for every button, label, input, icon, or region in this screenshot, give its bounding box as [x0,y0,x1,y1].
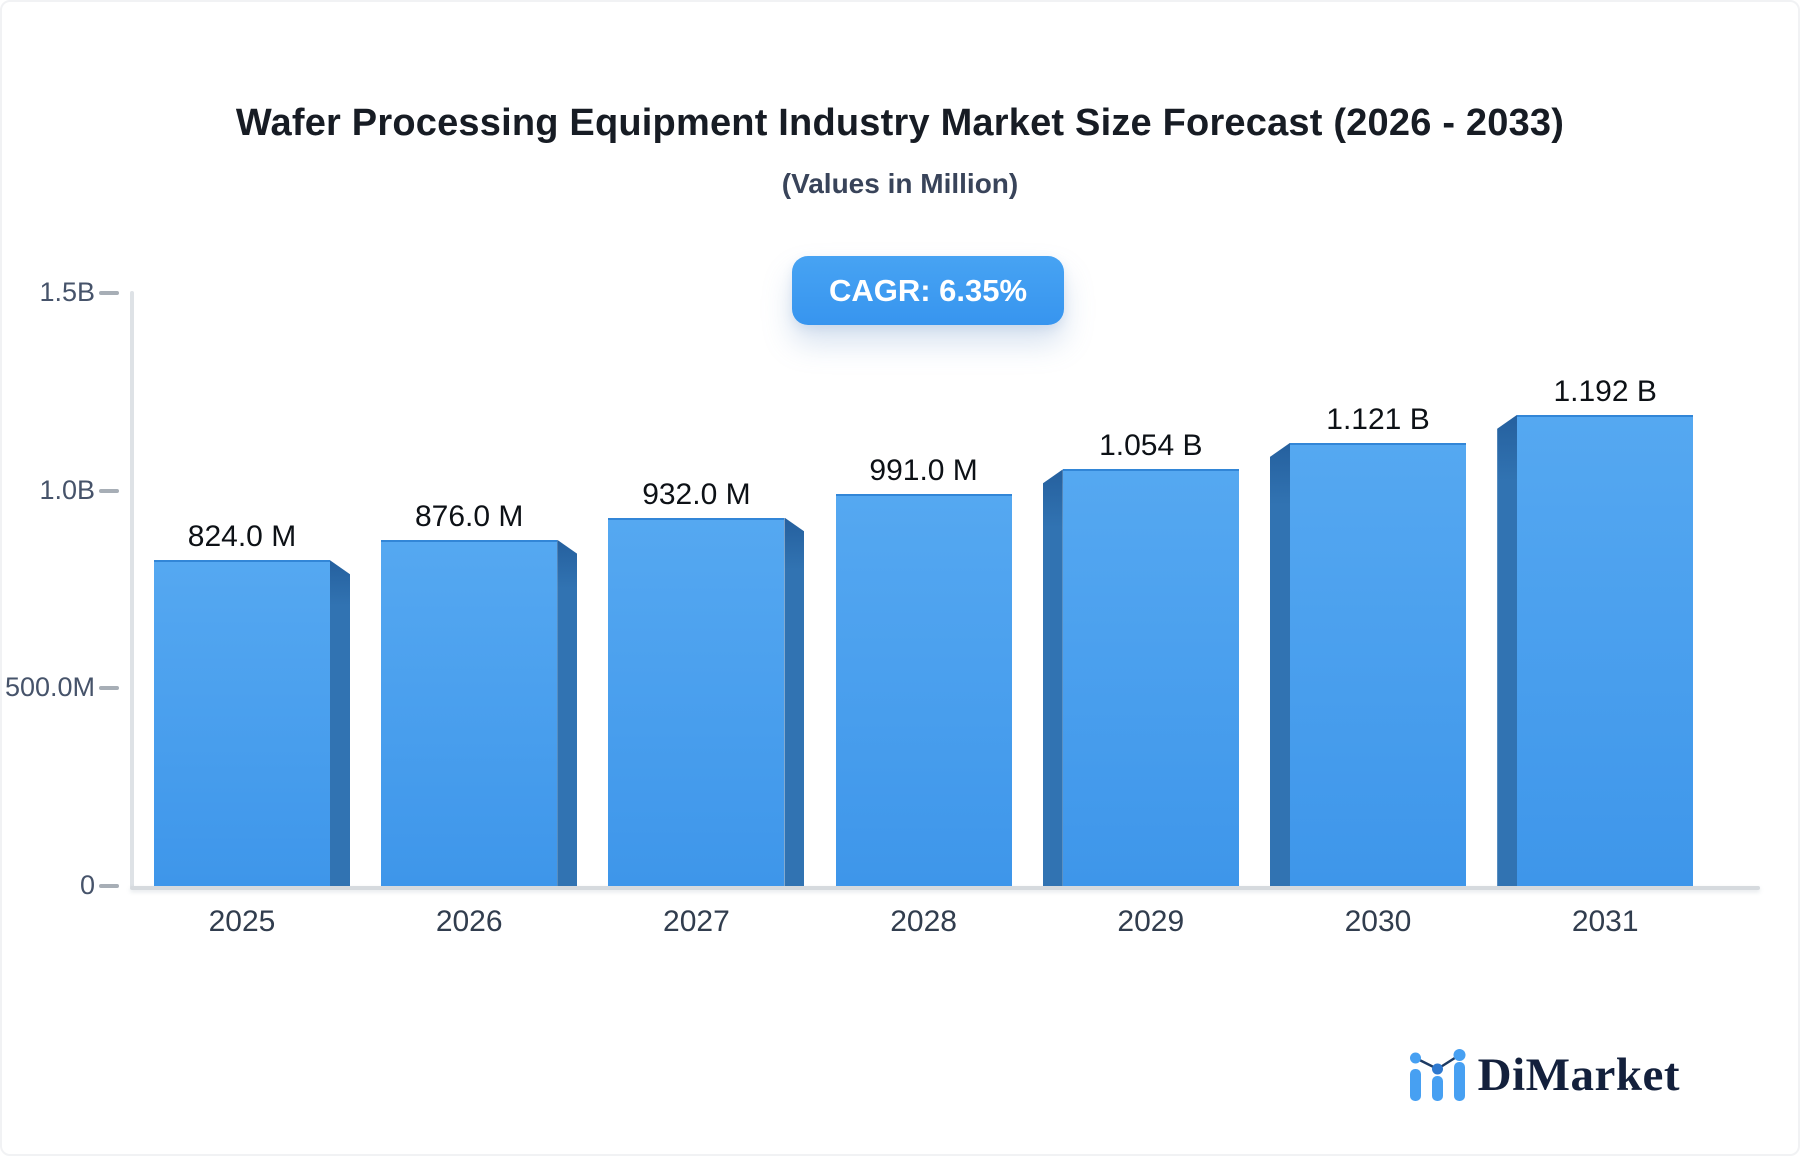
bar [835,494,1012,886]
x-tick-label: 2031 [1571,905,1639,938]
bar-side-face [1270,442,1290,886]
cagr-badge: CAGR: 6.35% [792,256,1064,325]
bar-side-face [1497,414,1518,886]
x-tick-label: 2025 [208,905,276,938]
y-tick-dash [99,291,119,295]
bar-value-label: 824.0 M [187,520,297,554]
bar [1517,414,1694,886]
bar-value-label: 932.0 M [642,477,751,511]
bar-side-face [784,517,805,886]
x-tick-label: 2028 [890,905,957,938]
bar-value-label: 876.0 M [414,499,524,533]
bar [1290,442,1466,886]
x-tick-label: 2030 [1344,905,1412,938]
chart-title: Wafer Processing Equipment Industry Mark… [235,102,1565,144]
y-tick-dash [99,686,119,691]
x-axis-line [130,886,1760,890]
bar [608,517,785,886]
y-tick-label: 500.0M [4,672,95,703]
bar-side-face [1042,469,1063,886]
bar [1062,469,1239,886]
bar-value-label: 1.192 B [1553,374,1657,408]
bar [154,560,330,886]
bar-value-label: 991.0 M [869,454,978,488]
x-tick-label: 2026 [435,905,503,938]
y-tick-label: 0 [79,870,95,900]
brand-watermark: DiMarket [1409,1048,1680,1102]
bar-side-face [330,560,350,886]
bar [381,539,558,886]
x-tick-label: 2027 [663,905,730,938]
y-tick-label: 1.5B [39,277,95,307]
bar-side-face [557,539,578,886]
bar-value-label: 1.121 B [1326,402,1430,436]
dimarket-logo-icon [1409,1049,1466,1101]
y-tick-dash [99,488,119,493]
x-tick-label: 2029 [1117,905,1185,938]
bar-value-label: 1.054 B [1099,429,1203,463]
y-tick-label: 1.0B [39,474,95,505]
y-tick-dash [99,884,119,888]
chart-subtitle: (Values in Million) [781,168,1019,199]
y-axis-line [130,291,134,888]
brand-name: DiMarket [1477,1049,1680,1101]
